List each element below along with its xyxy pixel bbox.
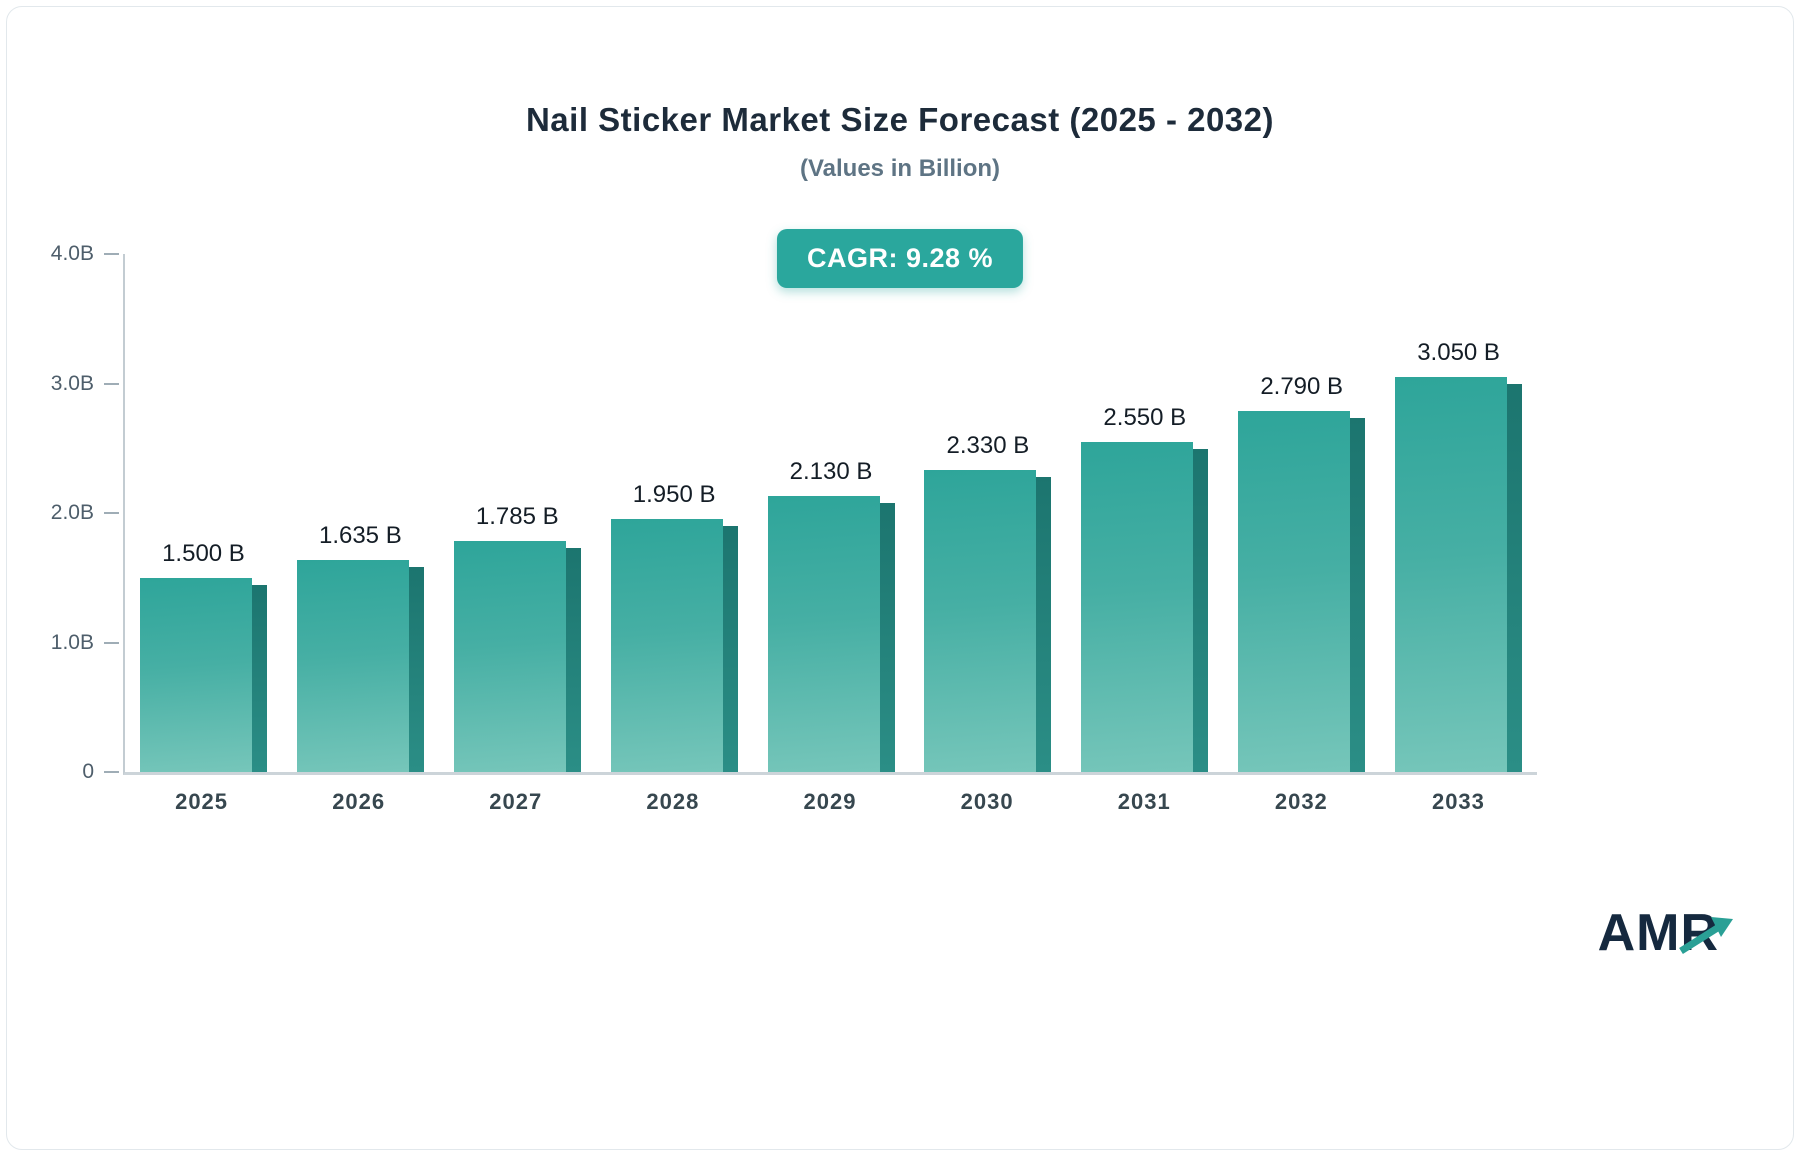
- bar-side: [1193, 448, 1209, 772]
- y-axis: 0 1.0B 2.0B 3.0B 4.0B: [37, 242, 123, 783]
- bar-face: [453, 540, 566, 772]
- plot-area: 1.500 B 1.635 B 1.785 B 1.950 B 2.130 B 2.330…: [123, 254, 1537, 775]
- chart-title: Nail Sticker Market Size Forecast (2025 …: [525, 101, 1275, 138]
- bar-face: [924, 470, 1037, 772]
- y-axis-tick-mark: [104, 512, 119, 514]
- y-axis-tick-label: 3.0B: [50, 371, 94, 395]
- bar-side: [1350, 417, 1366, 772]
- x-axis-labels: 2025 2026 2027 2028 2029 2030 2031 2032 2033: [123, 775, 1537, 815]
- amr-logo: AMR: [1597, 903, 1733, 963]
- y-axis-tick-label: 0: [82, 760, 94, 783]
- bar-value-label: 2.130 B: [789, 458, 873, 486]
- amr-logo-text: AMR: [1597, 904, 1719, 962]
- bar-value-label: 2.330 B: [946, 432, 1030, 460]
- y-axis-tick: 0: [82, 760, 119, 784]
- bar-value-label: 2.550 B: [1103, 403, 1187, 431]
- chart-subtitle: (Values in Billion): [799, 155, 1001, 182]
- x-axis-label: 2033: [1431, 789, 1485, 814]
- bar-slot: 1.785 B: [439, 503, 596, 772]
- bar-face: [1395, 377, 1508, 772]
- y-axis-tick: 1.0B: [51, 631, 119, 655]
- bar-slot: 3.050 B: [1380, 339, 1537, 772]
- bar: [924, 470, 1052, 772]
- x-axis-label: 2025: [175, 789, 229, 814]
- x-axis-label: 2028: [646, 789, 700, 814]
- bar: [1395, 377, 1523, 772]
- bar-slot: 1.500 B: [125, 540, 282, 772]
- bar-side: [408, 567, 424, 772]
- bar: [296, 560, 424, 772]
- x-axis-label: 2029: [803, 789, 857, 814]
- y-axis-tick-mark: [104, 253, 119, 255]
- bar-face: [1238, 410, 1351, 772]
- bar: [767, 496, 895, 772]
- bar-side: [565, 547, 581, 772]
- y-axis-tick-mark: [104, 771, 119, 773]
- bar-value-label: 2.790 B: [1260, 372, 1344, 400]
- chart-card: Nail Sticker Market Size Forecast (2025 …: [6, 6, 1794, 1150]
- bar-value-label: 1.500 B: [162, 539, 245, 567]
- bar-side: [1036, 477, 1052, 772]
- y-axis-tick-label: 2.0B: [50, 501, 94, 524]
- y-axis-tick-mark: [104, 382, 119, 385]
- bar-face: [610, 519, 723, 772]
- y-axis-tick-label: 1.0B: [50, 630, 94, 654]
- bar-slot: 1.635 B: [282, 522, 439, 772]
- bar-face: [767, 496, 880, 772]
- y-axis-tick: 4.0B: [51, 242, 119, 266]
- bar-value-label: 1.950 B: [632, 481, 716, 509]
- growth-arrow-icon: [1679, 917, 1733, 954]
- bar-side: [722, 526, 738, 772]
- bar-side: [879, 503, 895, 772]
- bar: [139, 577, 267, 772]
- cagr-badge: CAGR: 9.28 %: [776, 229, 1024, 288]
- x-axis-label: 2027: [489, 789, 543, 814]
- bar: [1081, 441, 1209, 772]
- x-axis-label: 2031: [1117, 789, 1171, 814]
- bar-value-label: 1.785 B: [475, 502, 559, 530]
- bar-slot: 2.330 B: [909, 432, 1066, 772]
- bar: [610, 519, 738, 772]
- bar-face: [139, 577, 252, 772]
- x-axis-label: 2026: [332, 789, 386, 814]
- x-axis-label: 2030: [960, 789, 1014, 814]
- y-axis-tick-label: 4.0B: [50, 242, 94, 265]
- bar-value-label: 3.050 B: [1417, 339, 1500, 367]
- bar-value-label: 1.635 B: [318, 522, 402, 550]
- bar-slot: 2.130 B: [753, 458, 910, 772]
- bar-face: [1081, 441, 1194, 772]
- bar-slot: 2.550 B: [1066, 404, 1223, 772]
- bar-side: [1507, 384, 1523, 772]
- bar-slot: 2.790 B: [1223, 373, 1380, 772]
- x-axis-label: 2032: [1274, 789, 1328, 814]
- y-axis-tick: 3.0B: [51, 372, 119, 396]
- bar-side: [251, 584, 267, 772]
- y-axis-tick-mark: [104, 641, 119, 644]
- bar-slot: 1.950 B: [596, 481, 753, 772]
- bar-face: [296, 560, 409, 772]
- bar: [1238, 410, 1366, 772]
- y-axis-tick: 2.0B: [51, 501, 119, 525]
- bar: [453, 540, 581, 772]
